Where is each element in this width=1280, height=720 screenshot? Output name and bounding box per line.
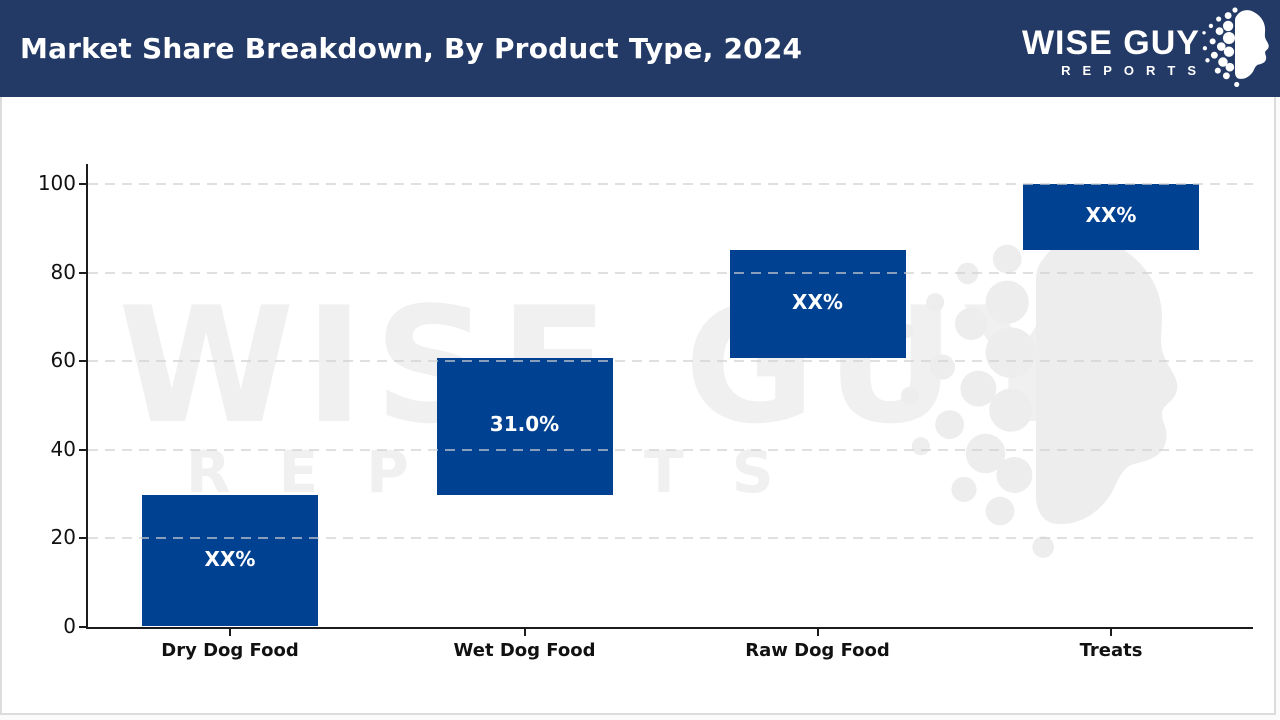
page-title: Market Share Breakdown, By Product Type,… xyxy=(20,32,803,65)
x-tick-dry-dog-food xyxy=(229,628,231,636)
logo-wordmark: WISE GUY xyxy=(1021,24,1200,62)
x-axis xyxy=(86,626,1253,629)
y-axis xyxy=(86,164,88,629)
x-tick-label-dry-dog-food: Dry Dog Food xyxy=(161,639,299,661)
bar-value-label-wet-dog-food: 31.0% xyxy=(489,412,560,437)
header: Market Share Breakdown, By Product Type,… xyxy=(0,0,1280,97)
y-tick-label-80: 80 xyxy=(50,259,76,284)
y-tick-0 xyxy=(79,625,86,628)
bar-value-label-dry-dog-food: XX% xyxy=(204,546,256,571)
gridline-80 xyxy=(88,271,1253,274)
gridline-40 xyxy=(88,448,1253,451)
y-tick-80 xyxy=(79,271,86,274)
y-tick-label-40: 40 xyxy=(50,436,76,461)
y-tick-40 xyxy=(79,448,86,451)
gridline-20 xyxy=(88,537,1253,539)
y-tick-20 xyxy=(79,537,86,539)
bar-raw-dog-food xyxy=(729,250,906,358)
bar-value-label-treats: XX% xyxy=(1085,203,1137,228)
gridline-100 xyxy=(88,183,1253,185)
brand-logo: WISE GUY REPORTS xyxy=(1012,0,1272,97)
y-tick-label-20: 20 xyxy=(50,525,76,549)
x-tick-raw-dog-food xyxy=(816,628,819,636)
x-tick-label-wet-dog-food: Wet Dog Food xyxy=(453,639,596,661)
x-tick-label-treats: Treats xyxy=(1079,639,1143,661)
y-tick-label-100: 100 xyxy=(37,171,76,195)
y-tick-60 xyxy=(79,360,86,362)
logo-subtitle: REPORTS xyxy=(1061,63,1208,78)
y-tick-100 xyxy=(79,183,86,185)
x-tick-wet-dog-food xyxy=(523,628,526,636)
bar-value-label-raw-dog-food: XX% xyxy=(792,290,843,315)
gridline-60 xyxy=(88,360,1253,362)
bar-wet-dog-food xyxy=(436,357,613,496)
x-tick-label-raw-dog-food: Raw Dog Food xyxy=(745,639,890,661)
y-tick-label-0: 0 xyxy=(63,613,76,638)
y-tick-label-60: 60 xyxy=(50,348,76,372)
bar-dry-dog-food xyxy=(142,495,318,627)
bar-treats xyxy=(1023,184,1199,251)
x-tick-treats xyxy=(1110,628,1112,636)
